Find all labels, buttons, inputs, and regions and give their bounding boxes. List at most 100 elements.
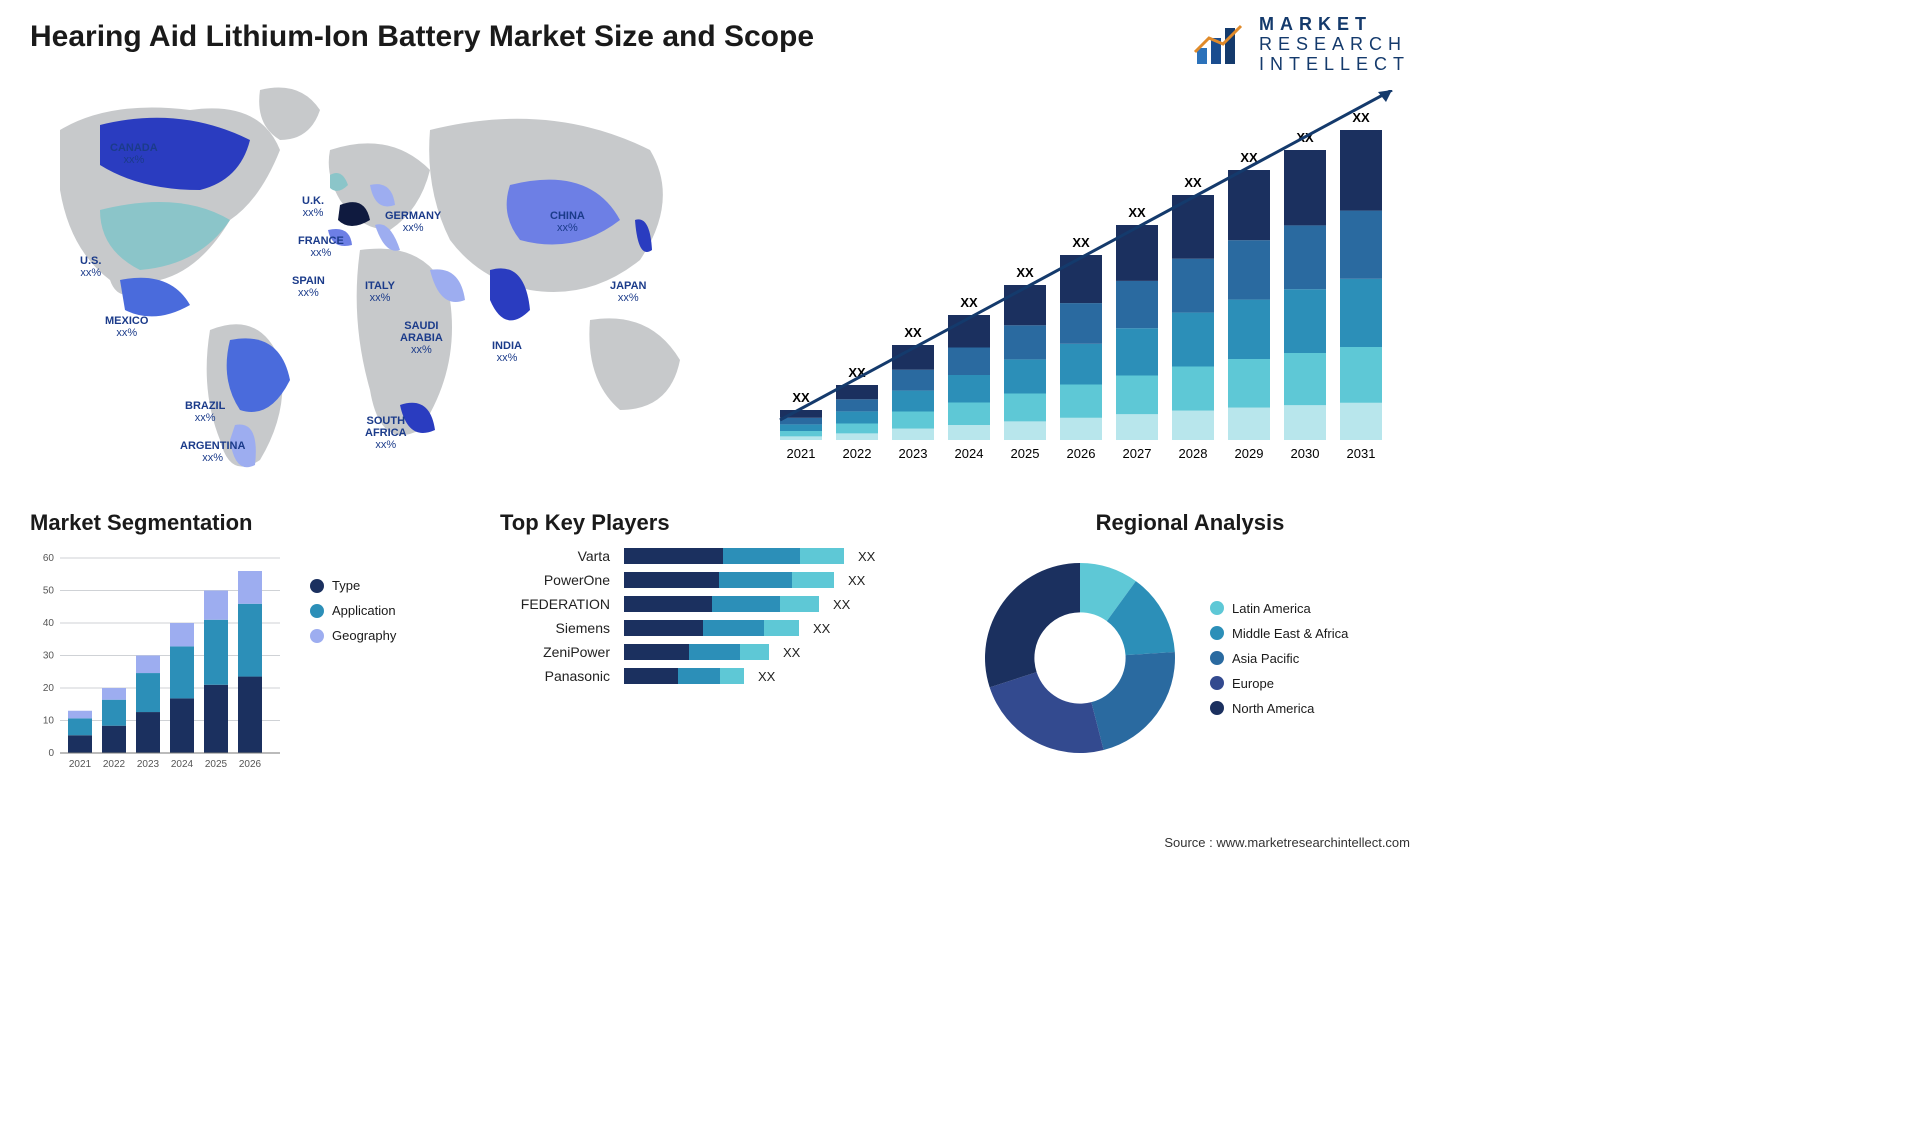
seg-bar-segment: [238, 604, 262, 677]
seg-bar-segment: [68, 735, 92, 753]
player-bar-segment: [624, 620, 703, 636]
player-name: PowerOne: [500, 572, 610, 588]
segmentation-title: Market Segmentation: [30, 510, 470, 536]
logo-text: MARKET RESEARCH INTELLECT: [1259, 15, 1410, 74]
player-value: XX: [848, 573, 865, 588]
seg-bar-segment: [238, 571, 262, 604]
player-bar-segment: [719, 572, 793, 588]
legend-swatch-icon: [1210, 701, 1224, 715]
growth-bar-segment: [1172, 411, 1214, 440]
growth-bar-segment: [1284, 225, 1326, 289]
growth-bar-segment: [1060, 385, 1102, 418]
logo-line3: INTELLECT: [1259, 55, 1410, 75]
country-label: GERMANYxx%: [385, 210, 441, 234]
growth-year-label: 2024: [955, 446, 984, 461]
growth-year-label: 2029: [1235, 446, 1264, 461]
player-bar-segment: [624, 596, 712, 612]
growth-bar-segment: [1060, 303, 1102, 344]
growth-bar-segment: [836, 411, 878, 423]
player-bar: [624, 668, 744, 684]
growth-bar-segment: [780, 431, 822, 436]
legend-item: North America: [1210, 701, 1348, 716]
player-name: Varta: [500, 548, 610, 564]
growth-bar-segment: [1284, 289, 1326, 353]
legend-swatch-icon: [1210, 601, 1224, 615]
growth-bar-segment: [1228, 300, 1270, 359]
player-row: SiemensXX: [500, 620, 940, 636]
player-row: ZeniPowerXX: [500, 644, 940, 660]
segmentation-legend: TypeApplicationGeography: [310, 548, 396, 778]
country-label: BRAZILxx%: [185, 400, 225, 424]
seg-bar-segment: [204, 620, 228, 685]
country-label: JAPANxx%: [610, 280, 646, 304]
y-axis-label: 50: [43, 586, 55, 597]
growth-year-label: 2027: [1123, 446, 1152, 461]
growth-bar-segment: [1340, 347, 1382, 403]
logo-bars-icon: [1193, 22, 1249, 68]
growth-bar-label: XX: [1128, 205, 1146, 220]
player-value: XX: [833, 597, 850, 612]
player-bar-segment: [712, 596, 780, 612]
regional-legend: Latin AmericaMiddle East & AfricaAsia Pa…: [1210, 591, 1348, 726]
growth-bar-segment: [780, 436, 822, 440]
seg-bar-segment: [204, 685, 228, 753]
legend-item: Latin America: [1210, 601, 1348, 616]
growth-bar-segment: [1060, 255, 1102, 303]
player-bar: [624, 548, 844, 564]
y-axis-label: 0: [48, 748, 54, 759]
top-players-section: Top Key Players VartaXXPowerOneXXFEDERAT…: [500, 510, 940, 778]
legend-item: Application: [310, 603, 396, 618]
source-text: Source : www.marketresearchintellect.com: [1164, 835, 1410, 850]
country-label: CHINAxx%: [550, 210, 585, 234]
y-axis-label: 10: [43, 716, 55, 727]
growth-bar-segment: [1116, 376, 1158, 415]
player-bar-segment: [624, 644, 689, 660]
growth-bar-label: XX: [904, 325, 922, 340]
y-axis-label: 40: [43, 618, 55, 629]
seg-bar-segment: [238, 677, 262, 753]
growth-bar-segment: [948, 425, 990, 440]
legend-label: North America: [1232, 701, 1314, 716]
player-bar-segment: [740, 644, 769, 660]
seg-bar-segment: [102, 726, 126, 753]
seg-bar-segment: [136, 656, 160, 674]
logo-line1: MARKET: [1259, 14, 1372, 34]
growth-year-label: 2025: [1011, 446, 1040, 461]
country-label: U.S.xx%: [80, 255, 101, 279]
growth-year-label: 2022: [843, 446, 872, 461]
growth-year-label: 2026: [1067, 446, 1096, 461]
growth-bar-segment: [1116, 414, 1158, 440]
country-label: SPAINxx%: [292, 275, 325, 299]
top-players-list: VartaXXPowerOneXXFEDERATIONXXSiemensXXZe…: [500, 548, 940, 684]
player-name: Panasonic: [500, 668, 610, 684]
growth-chart-svg: XX2021XX2022XX2023XX2024XX2025XX2026XX20…: [760, 90, 1410, 470]
growth-bar-label: XX: [1072, 235, 1090, 250]
growth-year-label: 2028: [1179, 446, 1208, 461]
growth-bar-segment: [1340, 211, 1382, 279]
growth-bar-segment: [1004, 285, 1046, 325]
country-label: ARGENTINAxx%: [180, 440, 245, 464]
legend-item: Asia Pacific: [1210, 651, 1348, 666]
y-axis-label: 60: [43, 553, 55, 564]
growth-year-label: 2030: [1291, 446, 1320, 461]
growth-bar-segment: [1172, 367, 1214, 411]
seg-bar-segment: [170, 698, 194, 753]
player-bar-segment: [792, 572, 834, 588]
growth-bar-segment: [836, 424, 878, 434]
legend-label: Europe: [1232, 676, 1274, 691]
legend-swatch-icon: [1210, 626, 1224, 640]
growth-bar-segment: [1004, 359, 1046, 393]
growth-bar-label: XX: [1016, 265, 1034, 280]
growth-year-label: 2023: [899, 446, 928, 461]
growth-bar-label: XX: [792, 390, 810, 405]
legend-item: Geography: [310, 628, 396, 643]
country-label: SOUTHAFRICAxx%: [365, 415, 407, 451]
regional-section: Regional Analysis Latin AmericaMiddle Ea…: [970, 510, 1410, 778]
brand-logo: MARKET RESEARCH INTELLECT: [1193, 15, 1410, 74]
country-label: INDIAxx%: [492, 340, 522, 364]
growth-bar-label: XX: [960, 295, 978, 310]
logo-line2: RESEARCH: [1259, 35, 1410, 55]
growth-bar-segment: [1284, 405, 1326, 440]
player-bar-segment: [624, 548, 723, 564]
growth-bar-segment: [1228, 359, 1270, 408]
